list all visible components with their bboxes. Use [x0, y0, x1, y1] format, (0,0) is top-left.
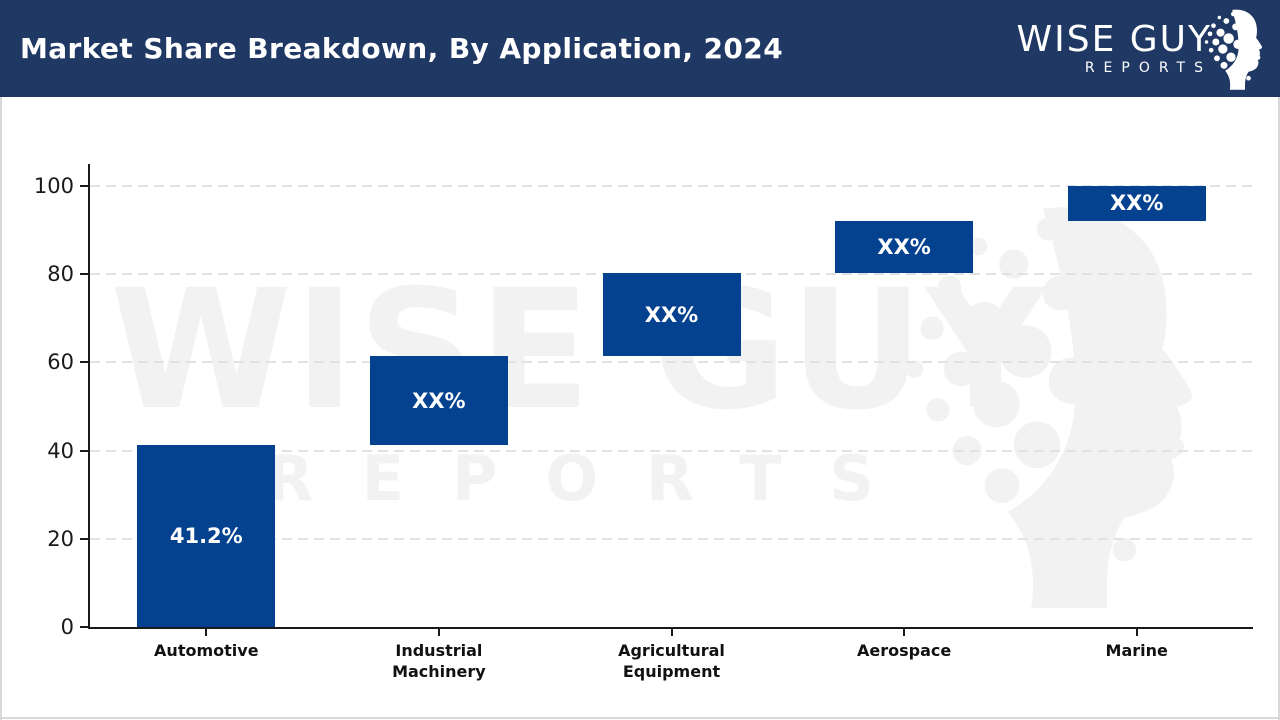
bar-industrial-machinery [369, 355, 508, 446]
gridline-40 [90, 449, 1253, 452]
y-tick-label-40: 40 [47, 438, 74, 463]
page-title: Market Share Breakdown, By Application, … [20, 32, 784, 65]
x-axis-label-agricultural-equipment: Agricultural Equipment [555, 640, 788, 682]
page-border-right [1278, 97, 1280, 720]
bar-value-label-aerospace: XX% [877, 235, 931, 260]
bar-value-label-agricultural-equipment: XX% [644, 302, 699, 327]
x-axis-label-line: Marine [1105, 641, 1168, 660]
y-tick-0 [80, 626, 88, 628]
y-axis-line [88, 164, 90, 629]
y-tick-label-20: 20 [47, 526, 74, 551]
y-tick-label-100: 100 [33, 174, 74, 199]
x-axis-label-marine: Marine [1020, 640, 1253, 661]
wiseguy-logo: WISE GUY REPORTS [1017, 8, 1267, 90]
logo-text: WISE GUY REPORTS [1017, 21, 1213, 76]
x-axis-label-industrial-machinery: Industrial Machinery [323, 640, 556, 682]
x-tick-industrial-machinery [437, 629, 440, 636]
x-axis-label-line: Aerospace [856, 641, 952, 660]
y-tick-label-60: 60 [47, 350, 74, 375]
bar-automotive [137, 445, 276, 627]
x-tick-automotive [205, 629, 208, 636]
logo-sub-text: REPORTS [1084, 59, 1212, 76]
x-tick-marine [1135, 629, 1138, 636]
bar-value-label-industrial-machinery: XX% [412, 388, 466, 413]
x-axis-label-line: Equipment [622, 662, 721, 681]
x-tick-aerospace [903, 629, 906, 636]
x-axis-label-line: Agricultural [618, 641, 725, 660]
y-tick-40 [80, 449, 88, 452]
y-tick-60 [80, 361, 88, 364]
bar-value-label-automotive: 41.2% [169, 524, 243, 549]
bar-agricultural-equipment [602, 273, 741, 356]
x-axis-label-line: Industrial [395, 641, 483, 660]
x-axis-line [88, 627, 1253, 629]
gridline-60 [90, 361, 1253, 364]
x-axis-label-automotive: Automotive [90, 640, 323, 661]
y-tick-20 [80, 537, 88, 540]
page-border-bottom [0, 717, 1280, 719]
x-axis-label-line: Machinery [392, 662, 486, 681]
y-tick-label-0: 0 [60, 615, 74, 639]
logo-brand-text: WISE GUY [1016, 19, 1212, 61]
gridline-100 [90, 185, 1253, 188]
header-bar: Market Share Breakdown, By Application, … [0, 0, 1280, 97]
x-axis-label-aerospace: Aerospace [788, 640, 1021, 661]
bar-value-label-marine: XX% [1109, 191, 1164, 216]
y-tick-100 [80, 185, 88, 188]
y-tick-label-80: 80 [47, 262, 74, 287]
wiseguy-head-icon [1196, 8, 1266, 90]
page-border-left [0, 97, 2, 720]
y-tick-80 [80, 273, 88, 276]
gridline-20 [90, 537, 1253, 540]
x-axis-label-line: Automotive [154, 641, 259, 660]
x-tick-agricultural-equipment [670, 629, 673, 636]
